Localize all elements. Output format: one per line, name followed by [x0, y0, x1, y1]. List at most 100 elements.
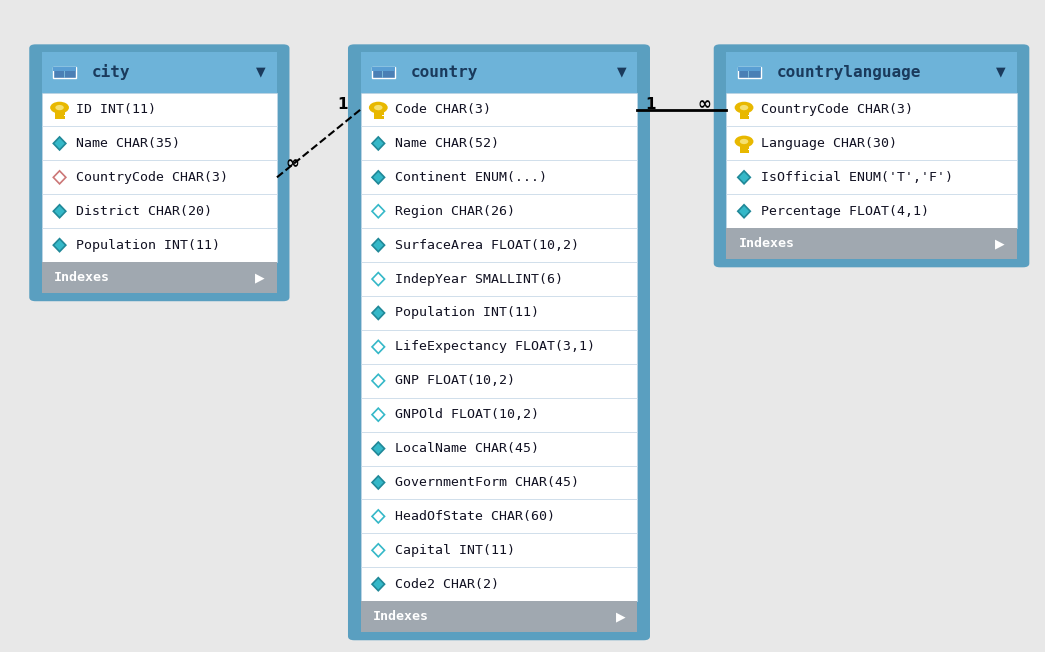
- FancyBboxPatch shape: [714, 44, 1029, 267]
- FancyBboxPatch shape: [361, 567, 637, 601]
- FancyBboxPatch shape: [726, 160, 1017, 194]
- FancyBboxPatch shape: [361, 432, 637, 466]
- FancyBboxPatch shape: [361, 93, 637, 126]
- Text: Capital INT(11): Capital INT(11): [395, 544, 515, 557]
- Circle shape: [50, 102, 69, 113]
- Polygon shape: [372, 544, 385, 557]
- Circle shape: [374, 105, 382, 110]
- Text: GNPOld FLOAT(10,2): GNPOld FLOAT(10,2): [395, 408, 539, 421]
- Circle shape: [740, 105, 748, 110]
- Circle shape: [369, 102, 388, 113]
- Text: Indexes: Indexes: [739, 237, 795, 250]
- FancyBboxPatch shape: [361, 466, 637, 499]
- FancyBboxPatch shape: [361, 330, 637, 364]
- FancyBboxPatch shape: [726, 228, 1017, 259]
- Polygon shape: [372, 476, 385, 489]
- Bar: [745, 150, 749, 153]
- FancyBboxPatch shape: [42, 93, 277, 126]
- Bar: [374, 108, 382, 119]
- Text: HeadOfState CHAR(60): HeadOfState CHAR(60): [395, 510, 555, 523]
- Circle shape: [735, 102, 753, 113]
- FancyBboxPatch shape: [42, 160, 277, 194]
- Text: Language CHAR(30): Language CHAR(30): [761, 137, 897, 150]
- Text: Name CHAR(52): Name CHAR(52): [395, 137, 500, 150]
- Bar: [61, 116, 65, 119]
- Bar: [64, 70, 65, 78]
- Text: ▶: ▶: [616, 610, 626, 623]
- FancyBboxPatch shape: [361, 296, 637, 330]
- Text: ∞: ∞: [697, 95, 711, 113]
- Bar: [748, 70, 749, 78]
- Polygon shape: [372, 239, 385, 252]
- Text: ∞: ∞: [285, 154, 299, 172]
- Text: LocalName CHAR(45): LocalName CHAR(45): [395, 442, 539, 455]
- Text: Code CHAR(3): Code CHAR(3): [395, 103, 491, 116]
- FancyBboxPatch shape: [361, 126, 637, 160]
- Polygon shape: [372, 578, 385, 591]
- Polygon shape: [372, 442, 385, 455]
- FancyBboxPatch shape: [361, 52, 637, 93]
- Text: CountryCode CHAR(3): CountryCode CHAR(3): [76, 171, 228, 184]
- Polygon shape: [372, 306, 385, 319]
- FancyBboxPatch shape: [361, 398, 637, 432]
- Polygon shape: [53, 171, 66, 184]
- Polygon shape: [372, 171, 385, 184]
- FancyBboxPatch shape: [348, 44, 650, 640]
- Text: Code2 CHAR(2): Code2 CHAR(2): [395, 578, 500, 591]
- Text: city: city: [92, 65, 131, 80]
- FancyBboxPatch shape: [738, 67, 761, 70]
- Text: Population INT(11): Population INT(11): [76, 239, 220, 252]
- Text: countrylanguage: countrylanguage: [776, 65, 921, 80]
- FancyBboxPatch shape: [726, 126, 1017, 160]
- Text: Region CHAR(26): Region CHAR(26): [395, 205, 515, 218]
- FancyBboxPatch shape: [726, 52, 1017, 93]
- FancyBboxPatch shape: [361, 364, 637, 398]
- FancyBboxPatch shape: [42, 126, 277, 160]
- Text: IndepYear SMALLINT(6): IndepYear SMALLINT(6): [395, 273, 563, 286]
- FancyBboxPatch shape: [738, 67, 761, 78]
- Polygon shape: [738, 205, 750, 218]
- FancyBboxPatch shape: [361, 533, 637, 567]
- Bar: [745, 146, 749, 149]
- Text: Indexes: Indexes: [373, 610, 429, 623]
- FancyBboxPatch shape: [361, 601, 637, 632]
- Text: ▼: ▼: [256, 66, 266, 79]
- FancyBboxPatch shape: [53, 67, 76, 70]
- Bar: [379, 112, 384, 115]
- FancyBboxPatch shape: [42, 262, 277, 293]
- FancyBboxPatch shape: [42, 228, 277, 262]
- Text: Indexes: Indexes: [54, 271, 111, 284]
- Text: IsOfficial ENUM('T','F'): IsOfficial ENUM('T','F'): [761, 171, 953, 184]
- FancyBboxPatch shape: [361, 228, 637, 262]
- Polygon shape: [372, 510, 385, 523]
- Bar: [61, 112, 65, 115]
- Bar: [745, 116, 749, 119]
- Circle shape: [740, 139, 748, 144]
- FancyBboxPatch shape: [53, 67, 76, 78]
- FancyBboxPatch shape: [726, 93, 1017, 126]
- Polygon shape: [372, 340, 385, 353]
- Text: ▶: ▶: [255, 271, 265, 284]
- FancyBboxPatch shape: [372, 67, 395, 78]
- Text: CountryCode CHAR(3): CountryCode CHAR(3): [761, 103, 912, 116]
- Text: Continent ENUM(...): Continent ENUM(...): [395, 171, 547, 184]
- Text: District CHAR(20): District CHAR(20): [76, 205, 212, 218]
- Circle shape: [735, 136, 753, 147]
- Text: Name CHAR(35): Name CHAR(35): [76, 137, 181, 150]
- Bar: [745, 112, 749, 115]
- Text: ▶: ▶: [995, 237, 1005, 250]
- Text: GNP FLOAT(10,2): GNP FLOAT(10,2): [395, 374, 515, 387]
- FancyBboxPatch shape: [42, 52, 277, 93]
- Bar: [379, 116, 384, 119]
- Text: GovernmentForm CHAR(45): GovernmentForm CHAR(45): [395, 476, 579, 489]
- Text: country: country: [411, 65, 478, 80]
- Text: ▼: ▼: [617, 66, 627, 79]
- Polygon shape: [738, 171, 750, 184]
- FancyBboxPatch shape: [361, 160, 637, 194]
- Text: 1: 1: [338, 96, 348, 112]
- FancyBboxPatch shape: [29, 44, 289, 301]
- Text: Percentage FLOAT(4,1): Percentage FLOAT(4,1): [761, 205, 929, 218]
- Text: LifeExpectancy FLOAT(3,1): LifeExpectancy FLOAT(3,1): [395, 340, 595, 353]
- Text: 1: 1: [646, 96, 656, 112]
- Text: ID INT(11): ID INT(11): [76, 103, 157, 116]
